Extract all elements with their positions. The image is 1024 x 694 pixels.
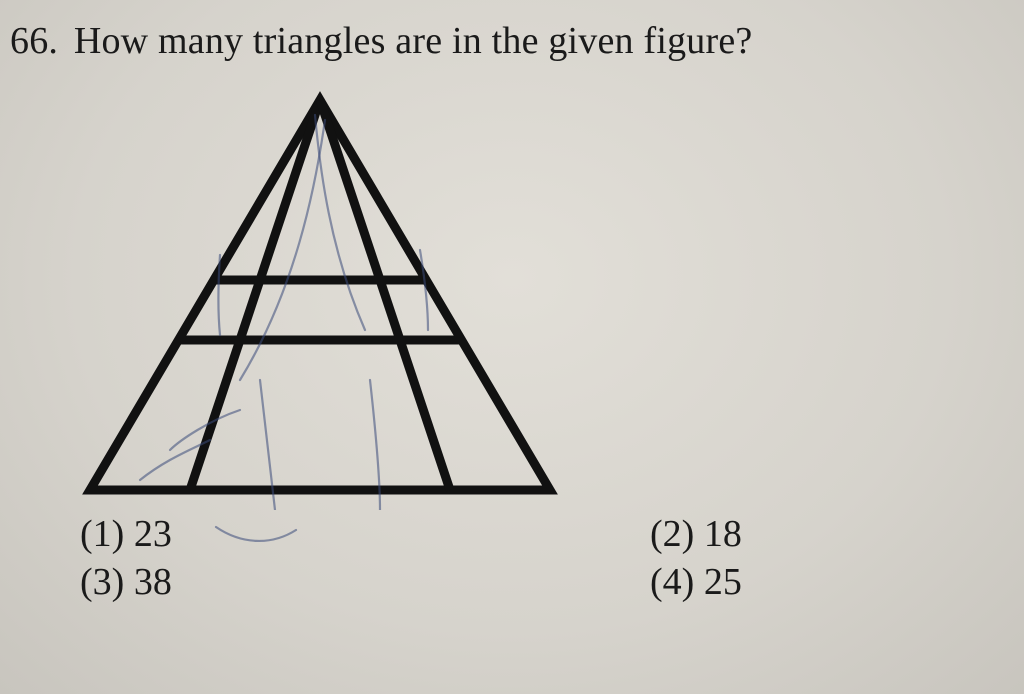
option-3-value: 38 xyxy=(134,561,172,603)
figure xyxy=(70,80,994,510)
option-4-value: 25 xyxy=(704,561,742,603)
pen-mark xyxy=(219,255,221,335)
option-1-value: 23 xyxy=(134,513,172,555)
pen-mark-option xyxy=(211,524,301,552)
triangle-figure xyxy=(70,80,570,510)
option-4: (4) 25 xyxy=(650,560,950,604)
question-number: 66. xyxy=(10,20,58,62)
option-1: (1) 23 xyxy=(80,512,490,556)
page: 66. How many triangles are in the given … xyxy=(0,0,1024,694)
option-2: (2) 18 xyxy=(650,512,950,556)
option-3-label: (3) xyxy=(80,561,124,603)
option-1-label: (1) xyxy=(80,513,124,555)
option-4-label: (4) xyxy=(650,561,694,603)
question-line: 66. How many triangles are in the given … xyxy=(10,18,994,66)
option-2-value: 18 xyxy=(704,513,742,555)
pen-mark xyxy=(420,250,428,330)
option-2-label: (2) xyxy=(650,513,694,555)
option-3: (3) 38 xyxy=(80,560,490,604)
options: (1) 23 (2) 18 (3) 38 (4) 25 xyxy=(80,512,994,604)
question-text: How many triangles are in the given figu… xyxy=(74,20,753,62)
